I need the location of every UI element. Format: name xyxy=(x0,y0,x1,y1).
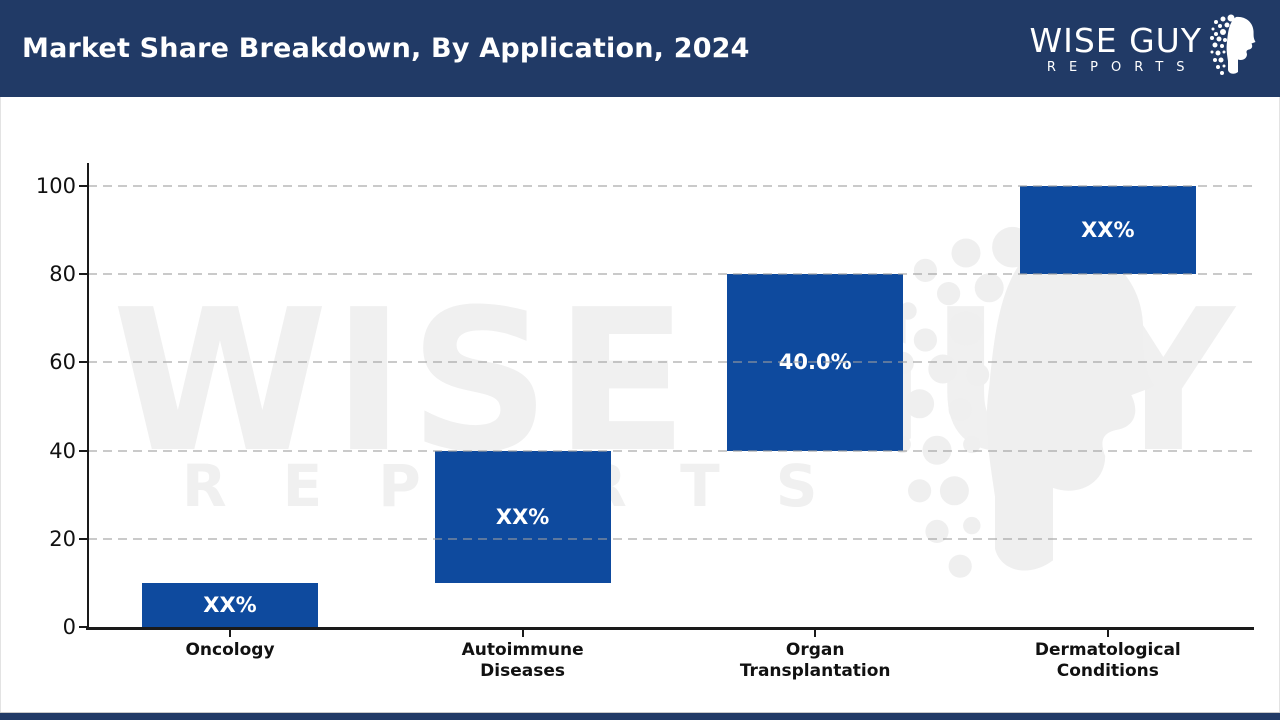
category-label-autoimmune: Autoimmune Diseases xyxy=(461,640,584,681)
wiseguy-logo: WISE GUY REPORTS xyxy=(1029,11,1258,87)
x-tick-2 xyxy=(814,630,817,637)
y-tick-60 xyxy=(79,361,87,364)
x-axis-line xyxy=(86,627,1254,630)
logo-head-icon xyxy=(1208,11,1258,87)
x-tick-1 xyxy=(521,630,524,637)
y-tick-label-100: 100 xyxy=(35,174,76,198)
bar-autoimmune: XX% xyxy=(434,450,611,583)
y-axis-line xyxy=(87,163,89,630)
figure-bottom-border xyxy=(0,712,1280,713)
y-tick-label-80: 80 xyxy=(49,262,76,287)
footer-bar xyxy=(0,713,1280,720)
gridline-100 xyxy=(88,185,1254,187)
bar-oncology: XX% xyxy=(142,582,318,627)
logo-wordmark: WISE GUY xyxy=(1029,20,1202,60)
y-tick-label-20: 20 xyxy=(49,526,76,551)
y-tick-label-60: 60 xyxy=(49,350,76,375)
logo-text: WISE GUY REPORTS xyxy=(1029,24,1202,74)
gridline-40 xyxy=(88,449,1254,452)
y-tick-label-40: 40 xyxy=(49,438,76,463)
gridline-20 xyxy=(88,537,1254,540)
y-tick-label-0: 0 xyxy=(62,615,76,639)
y-tick-80 xyxy=(79,273,87,276)
category-label-dermatological: Dermatological Conditions xyxy=(1034,640,1181,681)
category-label-organ: Organ Transplantation xyxy=(739,640,891,681)
gridline-60 xyxy=(88,361,1254,364)
bar-dermatological: XX% xyxy=(1019,186,1196,275)
bar-value-label: XX% xyxy=(1081,218,1135,243)
y-tick-100 xyxy=(79,185,87,187)
y-tick-40 xyxy=(79,449,87,452)
y-tick-20 xyxy=(79,537,87,540)
gridline-80 xyxy=(88,273,1254,276)
x-tick-0 xyxy=(229,630,231,637)
x-tick-3 xyxy=(1106,630,1109,637)
bar-value-label: XX% xyxy=(203,592,257,617)
bar-value-label: XX% xyxy=(495,504,550,529)
page-title: Market Share Breakdown, By Application, … xyxy=(22,33,750,64)
logo-reports-text: REPORTS xyxy=(1046,59,1198,75)
header-bar: Market Share Breakdown, By Application, … xyxy=(0,0,1280,97)
category-label-oncology: Oncology xyxy=(185,640,275,660)
y-tick-0 xyxy=(79,626,87,628)
